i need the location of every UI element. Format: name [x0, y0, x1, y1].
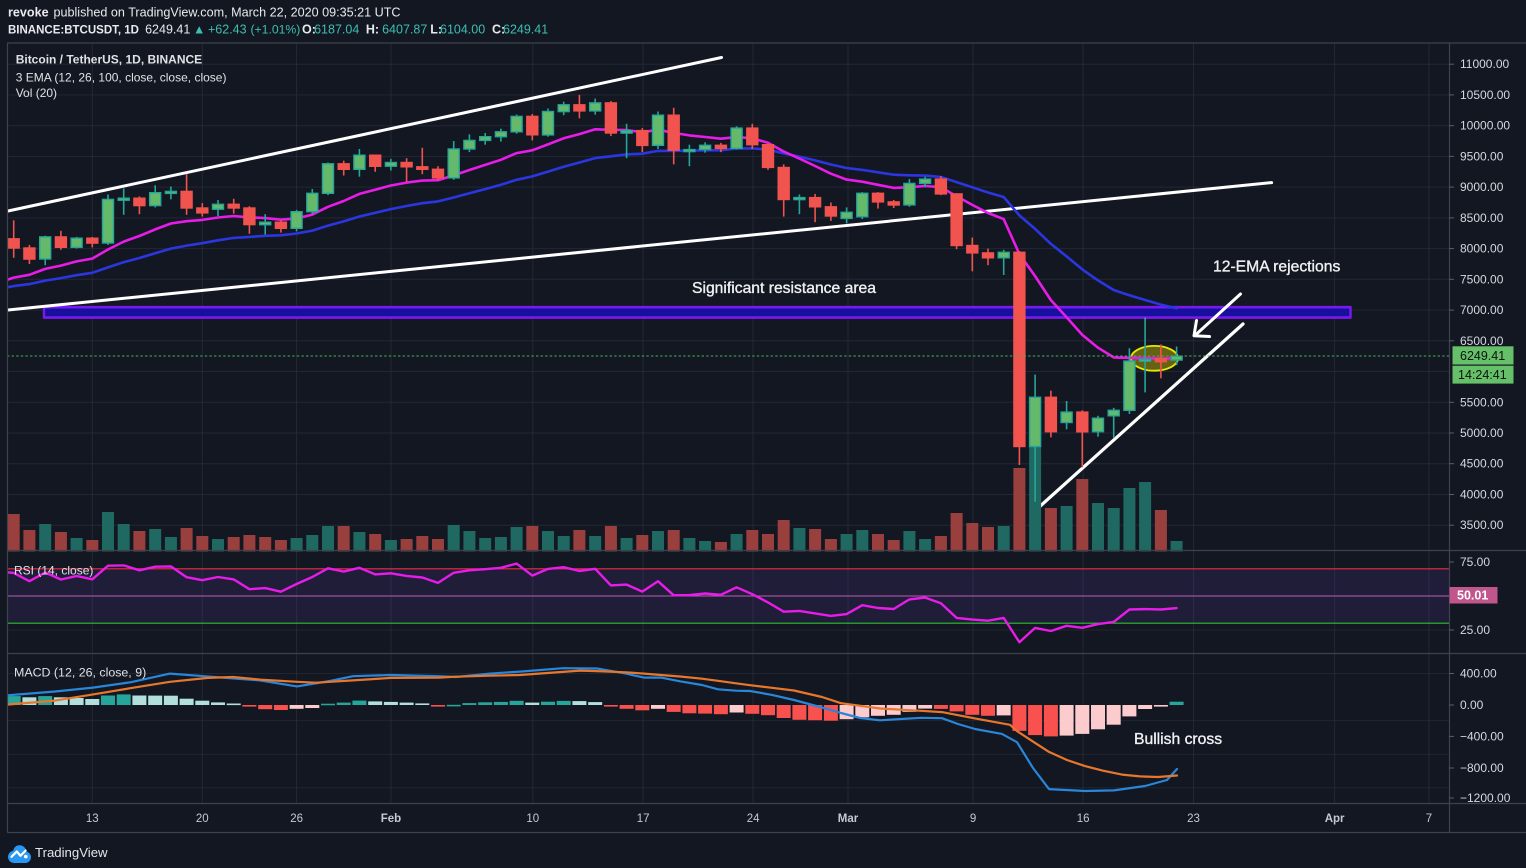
svg-text:5500.00: 5500.00 [1460, 395, 1504, 409]
svg-text:7000.00: 7000.00 [1460, 303, 1504, 317]
svg-text:Bullish cross: Bullish cross [1134, 731, 1222, 748]
svg-text:24: 24 [747, 813, 760, 825]
svg-text:−800.00: −800.00 [1460, 761, 1504, 775]
svg-text:6500.00: 6500.00 [1460, 334, 1504, 348]
svg-text:10500.00: 10500.00 [1460, 88, 1510, 102]
svg-text:TradingView: TradingView [35, 845, 108, 860]
svg-text:revoke: revoke [8, 6, 49, 20]
svg-text:16: 16 [1077, 813, 1090, 825]
svg-text:Mar: Mar [838, 813, 859, 825]
svg-text:12-EMA rejections: 12-EMA rejections [1213, 259, 1340, 276]
svg-text:−1200.00: −1200.00 [1460, 791, 1511, 805]
svg-text:50.01: 50.01 [1457, 589, 1488, 603]
svg-text:Apr: Apr [1325, 813, 1345, 825]
svg-text:4000.00: 4000.00 [1460, 488, 1504, 502]
svg-text:23: 23 [1187, 813, 1200, 825]
svg-text:14:24:41: 14:24:41 [1458, 368, 1507, 382]
svg-text:7500.00: 7500.00 [1460, 272, 1504, 286]
svg-text:MACD (12, 26, close, 9): MACD (12, 26, close, 9) [14, 666, 146, 680]
svg-text:9: 9 [970, 813, 976, 825]
svg-text:0.00: 0.00 [1460, 698, 1484, 712]
svg-text:published on TradingView.com,: published on TradingView.com, March 22, … [54, 6, 401, 20]
svg-text:9500.00: 9500.00 [1460, 149, 1504, 163]
svg-text:25.00: 25.00 [1460, 623, 1490, 637]
svg-text:9000.00: 9000.00 [1460, 180, 1504, 194]
svg-text:RSI (14, close): RSI (14, close) [14, 564, 93, 578]
svg-text:10000.00: 10000.00 [1460, 119, 1510, 133]
svg-text:−400.00: −400.00 [1460, 729, 1504, 743]
svg-text:5000.00: 5000.00 [1460, 426, 1504, 440]
svg-text:Significant resistance area: Significant resistance area [692, 280, 876, 297]
svg-text:3 EMA (12, 26, 100, close, clo: 3 EMA (12, 26, 100, close, close, close) [16, 71, 227, 85]
svg-text:17: 17 [637, 813, 650, 825]
svg-text:4500.00: 4500.00 [1460, 457, 1504, 471]
svg-text:10: 10 [526, 813, 539, 825]
svg-text:75.00: 75.00 [1460, 555, 1490, 569]
svg-text:400.00: 400.00 [1460, 667, 1497, 681]
svg-text:8500.00: 8500.00 [1460, 211, 1504, 225]
svg-text:13: 13 [86, 813, 99, 825]
svg-text:8000.00: 8000.00 [1460, 242, 1504, 256]
svg-text:7: 7 [1426, 813, 1432, 825]
svg-text:20: 20 [196, 813, 209, 825]
svg-text:Vol (20): Vol (20) [16, 86, 57, 100]
svg-text:Feb: Feb [381, 813, 401, 825]
svg-text:3500.00: 3500.00 [1460, 518, 1504, 532]
svg-text:11000.00: 11000.00 [1460, 57, 1509, 71]
svg-text:6249.41: 6249.41 [1460, 349, 1505, 363]
svg-text:26: 26 [290, 813, 303, 825]
svg-text:Bitcoin / TetherUS, 1D, BINANC: Bitcoin / TetherUS, 1D, BINANCE [16, 53, 202, 67]
